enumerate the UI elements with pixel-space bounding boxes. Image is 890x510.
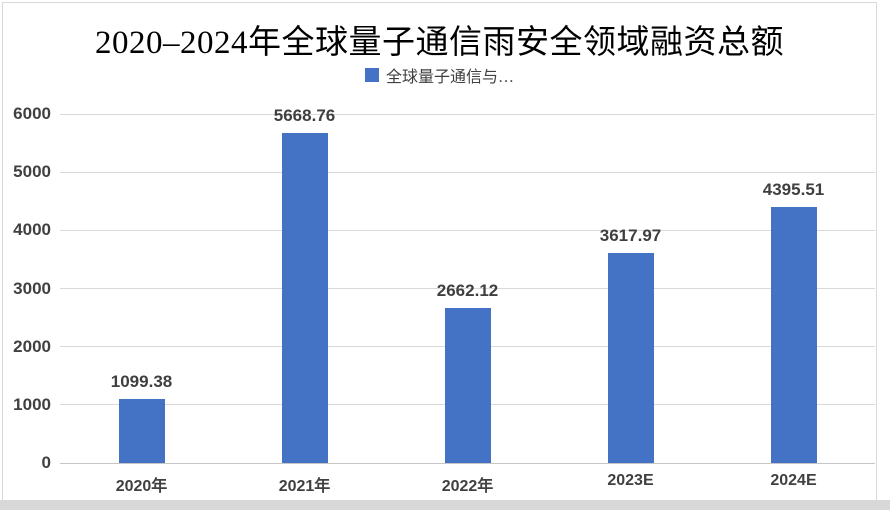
chart-frame: 2020–2024年全球量子通信雨安全领域融资总额 全球量子通信与… 0 1000… bbox=[2, 2, 877, 501]
gridline bbox=[60, 229, 875, 231]
x-tick-label: 2023E bbox=[607, 472, 654, 489]
plot-area: 1099.38 5668.76 2662.12 3617.97 4395.51 bbox=[60, 106, 875, 464]
bar-column: 4395.51 bbox=[712, 114, 875, 463]
x-tick-label: 2021年 bbox=[278, 478, 331, 495]
bar-2024E bbox=[770, 207, 817, 463]
bar-value-label: 5668.76 bbox=[273, 106, 336, 125]
bar-2023E bbox=[607, 253, 654, 463]
legend: 全球量子通信与… bbox=[3, 63, 876, 87]
gridline bbox=[60, 288, 875, 289]
x-tick-label: 2024E bbox=[770, 472, 817, 489]
y-tick-label: 0 bbox=[41, 453, 51, 472]
bar-columns: 1099.38 5668.76 2662.12 3617.97 4395.51 bbox=[60, 106, 875, 463]
y-tick-label: 1000 bbox=[13, 394, 51, 414]
bar-2021年 bbox=[281, 133, 328, 463]
x-axis-line bbox=[60, 462, 875, 464]
y-tick-label: 2000 bbox=[13, 336, 51, 356]
y-tick-label: 5000 bbox=[13, 162, 51, 182]
legend-series-label: 全球量子通信与… bbox=[385, 69, 514, 86]
y-tick-label: 4000 bbox=[13, 220, 51, 240]
gridline bbox=[60, 113, 875, 115]
bar-column: 3617.97 bbox=[549, 114, 712, 463]
bottom-edge-strip bbox=[0, 500, 890, 510]
chart-title: 2020–2024年全球量子通信雨安全领域融资总额 bbox=[95, 25, 784, 61]
bar-value-label: 1099.38 bbox=[110, 372, 173, 391]
x-tick-label: 2022年 bbox=[441, 478, 494, 495]
bar-column: 2662.12 bbox=[386, 114, 549, 463]
y-axis-labels: 0 1000 2000 3000 4000 5000 6000 bbox=[3, 104, 51, 472]
y-tick-label: 6000 bbox=[13, 104, 51, 123]
x-axis-labels: 2020年 2021年 2022年 2023E 2024E bbox=[60, 472, 875, 496]
bar-column: 5668.76 bbox=[223, 106, 386, 463]
bar-2022年 bbox=[444, 308, 491, 463]
bar-column: 1099.38 bbox=[60, 114, 223, 463]
bar-2020年 bbox=[118, 399, 165, 463]
bar-value-label: 4395.51 bbox=[762, 180, 825, 199]
gridline bbox=[60, 171, 875, 173]
y-tick-label: 3000 bbox=[13, 278, 51, 298]
bar-value-label: 2662.12 bbox=[436, 281, 499, 300]
bar-value-label: 3617.97 bbox=[599, 226, 662, 245]
x-tick-label: 2020年 bbox=[115, 478, 168, 495]
legend-series-marker-icon bbox=[364, 68, 379, 82]
